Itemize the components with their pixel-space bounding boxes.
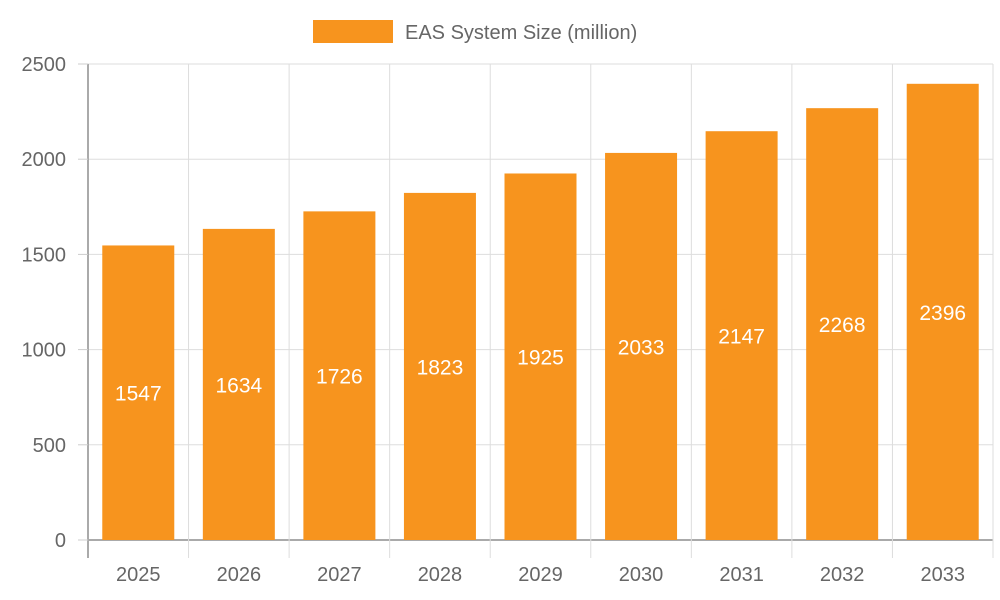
bar-2030	[605, 152, 678, 540]
y-tick-label: 0	[55, 530, 66, 552]
y-tick-label: 1000	[22, 340, 67, 362]
data-label-2027: 1726	[316, 366, 363, 389]
bars: 1547 1634 1726 1823 1925 2033 2147 2268 2396	[102, 83, 979, 541]
data-label-2025: 1547	[115, 383, 162, 406]
bar-2033	[906, 83, 979, 540]
x-tick-label: 2028	[418, 564, 463, 586]
x-tick-label: 2030	[619, 564, 664, 586]
data-label-2033: 2396	[919, 302, 966, 325]
bar-2029	[504, 173, 577, 541]
bar-2028	[403, 192, 476, 540]
bar-2026	[202, 228, 275, 540]
grid-lines	[87, 63, 994, 558]
x-tick-label: 2026	[217, 564, 262, 586]
axes: 0 500 1000 1500 2000 2500 2025 2026 2027 2028 2029…	[22, 54, 965, 586]
y-tick-label: 2500	[22, 54, 67, 76]
data-label-2031: 2147	[718, 326, 765, 349]
x-tick-label: 2033	[920, 564, 965, 586]
data-label-2026: 1634	[215, 374, 262, 397]
legend-swatch	[313, 20, 393, 43]
data-label-2029: 1925	[517, 347, 564, 370]
y-tick-label: 1500	[22, 244, 67, 266]
data-label-2032: 2268	[819, 314, 866, 337]
x-tick-label: 2029	[518, 564, 563, 586]
legend-label: EAS System Size (million)	[405, 22, 637, 44]
x-tick-label: 2031	[719, 564, 764, 586]
x-tick-label: 2025	[116, 564, 161, 586]
data-label-2030: 2033	[618, 336, 665, 359]
bar-2032	[806, 108, 879, 541]
y-tick-label: 2000	[22, 149, 67, 171]
bar-2027	[303, 211, 376, 540]
y-tick-label: 500	[33, 435, 66, 457]
bar-2025	[102, 245, 175, 540]
x-tick-label: 2027	[317, 564, 362, 586]
data-label-2028: 1823	[417, 356, 464, 379]
legend[interactable]: EAS System Size (million)	[313, 20, 637, 44]
bar-2031	[705, 131, 778, 541]
x-tick-label: 2032	[820, 564, 865, 586]
